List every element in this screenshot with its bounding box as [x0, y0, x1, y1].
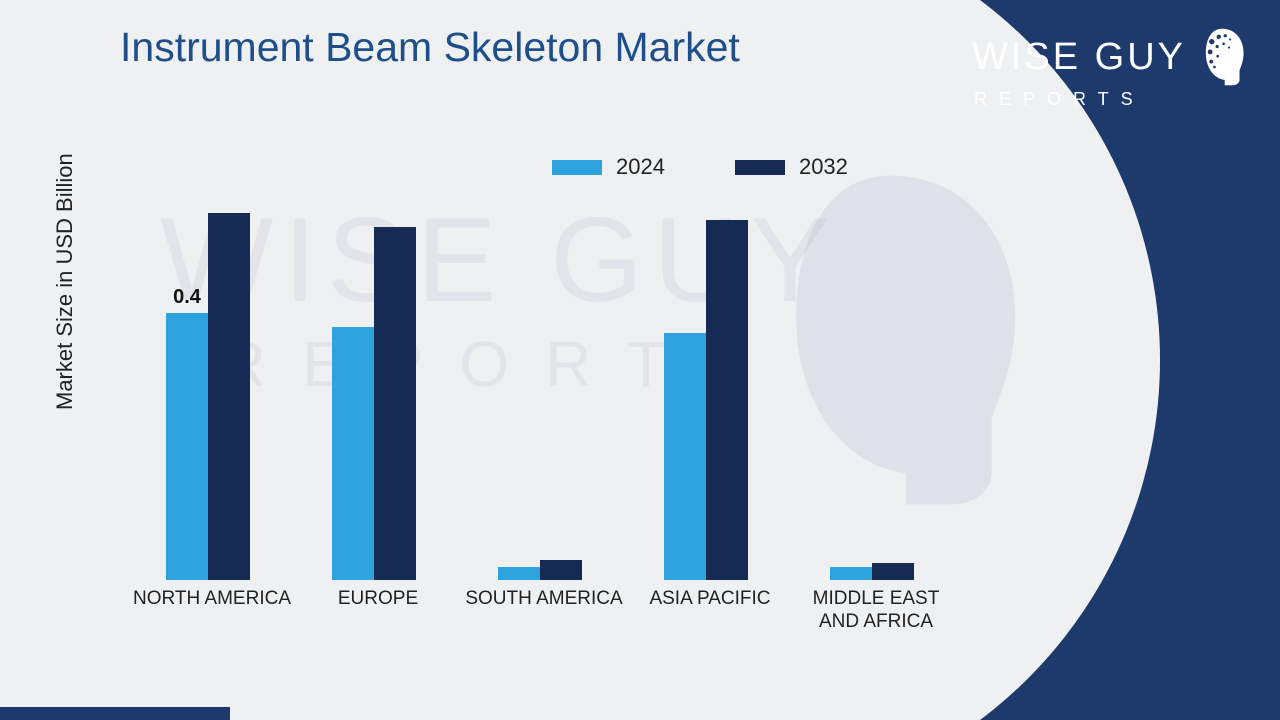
- bar-value-label: 0.4: [166, 286, 208, 309]
- bar-series-a: [664, 333, 706, 580]
- bar-series-b: [374, 227, 416, 580]
- bar-series-a: [332, 327, 374, 580]
- bar-series-a: [166, 313, 208, 580]
- bar-series-a: [498, 567, 540, 580]
- x-axis-label: NORTH AMERICA: [132, 588, 292, 611]
- brand-sub: REPORTS: [974, 90, 1250, 108]
- bar-series-b: [208, 213, 250, 580]
- brand-logo: WISE GUY REPORTS: [972, 26, 1250, 108]
- plot-area: 0.4NORTH AMERICAEUROPESOUTH AMERICAASIA …: [130, 180, 930, 580]
- bottom-accent-bar: [0, 707, 230, 720]
- chart-canvas: WISE GUY REPORTS WISE GUY REPORTS I: [0, 0, 1280, 720]
- bar-series-b: [706, 220, 748, 580]
- bar-series-b: [540, 560, 582, 580]
- chart-title: Instrument Beam Skeleton Market: [120, 24, 740, 71]
- x-axis-label: MIDDLE EAST AND AFRICA: [796, 588, 956, 634]
- x-axis-label: SOUTH AMERICA: [464, 588, 624, 611]
- bar-series-b: [872, 563, 914, 580]
- y-axis-label: Market Size in USD Billion: [52, 153, 78, 410]
- chart-area: Market Size in USD Billion 0.4NORTH AMER…: [70, 150, 950, 690]
- brand-name: WISE GUY: [972, 38, 1186, 76]
- x-axis-label: ASIA PACIFIC: [630, 588, 790, 611]
- bar-series-a: [830, 567, 872, 580]
- brand-head-icon: [1194, 26, 1250, 88]
- x-axis-label: EUROPE: [298, 588, 458, 611]
